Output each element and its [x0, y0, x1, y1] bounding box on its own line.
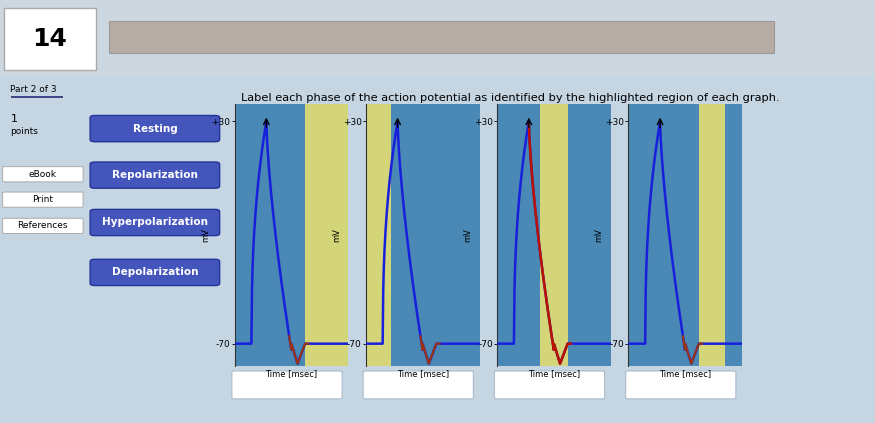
Y-axis label: mV: mV	[595, 228, 604, 242]
FancyBboxPatch shape	[3, 167, 83, 182]
FancyBboxPatch shape	[3, 192, 83, 207]
Y-axis label: mV: mV	[201, 228, 210, 242]
FancyBboxPatch shape	[363, 371, 473, 399]
FancyBboxPatch shape	[10, 96, 63, 98]
Text: Repolarization: Repolarization	[112, 170, 198, 180]
Text: Hyperpolarization: Hyperpolarization	[102, 217, 208, 228]
FancyBboxPatch shape	[4, 8, 96, 70]
X-axis label: Time [msec]: Time [msec]	[528, 369, 580, 378]
FancyBboxPatch shape	[0, 0, 875, 76]
X-axis label: Time [msec]: Time [msec]	[265, 369, 318, 378]
Text: 1: 1	[10, 114, 18, 124]
Bar	[305, 104, 351, 366]
X-axis label: Time [msec]: Time [msec]	[396, 369, 449, 378]
FancyBboxPatch shape	[90, 162, 220, 188]
Text: Resting: Resting	[132, 124, 178, 134]
Text: Print: Print	[32, 195, 53, 204]
FancyBboxPatch shape	[626, 371, 736, 399]
Text: Part 2 of 3: Part 2 of 3	[10, 85, 57, 93]
FancyBboxPatch shape	[109, 21, 774, 53]
Bar	[366, 104, 391, 366]
Text: Depolarization: Depolarization	[112, 267, 198, 277]
FancyBboxPatch shape	[232, 371, 342, 399]
Bar	[540, 104, 568, 366]
FancyBboxPatch shape	[90, 259, 220, 286]
Text: eBook: eBook	[29, 170, 57, 179]
Y-axis label: mV: mV	[332, 228, 341, 242]
FancyBboxPatch shape	[90, 209, 220, 236]
Text: 14: 14	[32, 27, 67, 51]
FancyBboxPatch shape	[494, 371, 605, 399]
Text: points: points	[10, 127, 38, 136]
Text: References: References	[18, 221, 68, 231]
X-axis label: Time [msec]: Time [msec]	[659, 369, 711, 378]
Y-axis label: mV: mV	[464, 228, 472, 242]
FancyBboxPatch shape	[90, 115, 220, 142]
Text: Label each phase of the action potential as identified by the highlighted region: Label each phase of the action potential…	[241, 93, 780, 103]
FancyBboxPatch shape	[3, 218, 83, 233]
Bar	[699, 104, 724, 366]
